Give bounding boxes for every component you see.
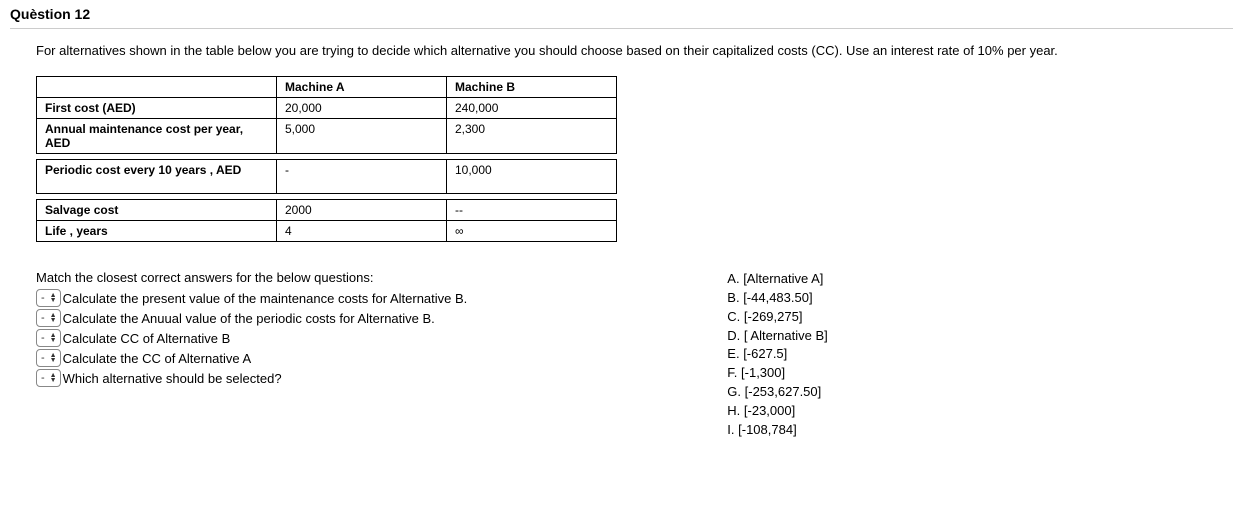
row-label: Annual maintenance cost per year, AED	[37, 119, 277, 154]
cell: 2,300	[447, 119, 617, 154]
answer-option: E. [-627.5]	[727, 345, 907, 364]
match-label: Which alternative should be selected?	[63, 371, 282, 386]
answer-option: B. [-44,483.50]	[727, 289, 907, 308]
match-label: Calculate the CC of Alternative A	[63, 351, 252, 366]
row-label: First cost (AED)	[37, 98, 277, 119]
match-selector[interactable]: - ▲▼	[36, 349, 61, 367]
cell: 240,000	[447, 98, 617, 119]
col-header-b: Machine B	[447, 77, 617, 98]
question-body: For alternatives shown in the table belo…	[10, 43, 1233, 440]
question-header: Quèstion 12	[10, 6, 1233, 29]
answer-option: D. [ Alternative B]	[727, 327, 907, 346]
selector-value: -	[40, 352, 47, 364]
match-row: - ▲▼ Which alternative should be selecte…	[36, 369, 467, 387]
selector-value: -	[40, 292, 47, 304]
cell: 4	[277, 221, 447, 242]
stepper-icon: ▲▼	[50, 293, 57, 303]
col-header-a: Machine A	[277, 77, 447, 98]
cell: 2000	[277, 200, 447, 221]
stepper-icon: ▲▼	[50, 353, 57, 363]
table-corner	[37, 77, 277, 98]
match-left: Match the closest correct answers for th…	[36, 270, 467, 440]
match-intro: Match the closest correct answers for th…	[36, 270, 467, 285]
selector-value: -	[40, 312, 47, 324]
question-prompt: For alternatives shown in the table belo…	[36, 43, 1233, 58]
match-area: Match the closest correct answers for th…	[36, 270, 1233, 440]
data-table: Machine A Machine B First cost (AED) 20,…	[36, 76, 617, 242]
match-row: - ▲▼ Calculate the Anuual value of the p…	[36, 309, 467, 327]
match-row: - ▲▼ Calculate the CC of Alternative A	[36, 349, 467, 367]
answer-option: H. [-23,000]	[727, 402, 907, 421]
match-label: Calculate the present value of the maint…	[63, 291, 468, 306]
answer-option: I. [-108,784]	[727, 421, 907, 440]
row-label: Life , years	[37, 221, 277, 242]
match-selector[interactable]: - ▲▼	[36, 309, 61, 327]
answer-option: C. [-269,275]	[727, 308, 907, 327]
answer-list: A. [Alternative A] B. [-44,483.50] C. [-…	[727, 270, 907, 440]
cell: -	[277, 160, 447, 194]
cell: 5,000	[277, 119, 447, 154]
stepper-icon: ▲▼	[50, 373, 57, 383]
selector-value: -	[40, 372, 47, 384]
row-label: Periodic cost every 10 years , AED	[37, 160, 277, 194]
row-label: Salvage cost	[37, 200, 277, 221]
answer-option: G. [-253,627.50]	[727, 383, 907, 402]
stepper-icon: ▲▼	[50, 333, 57, 343]
match-row: - ▲▼ Calculate the present value of the …	[36, 289, 467, 307]
cell: 10,000	[447, 160, 617, 194]
match-selector[interactable]: - ▲▼	[36, 369, 61, 387]
cell: --	[447, 200, 617, 221]
match-label: Calculate CC of Alternative B	[63, 331, 231, 346]
selector-value: -	[40, 332, 47, 344]
match-selector[interactable]: - ▲▼	[36, 329, 61, 347]
answer-option: A. [Alternative A]	[727, 270, 907, 289]
match-selector[interactable]: - ▲▼	[36, 289, 61, 307]
cell: ∞	[447, 221, 617, 242]
match-label: Calculate the Anuual value of the period…	[63, 311, 435, 326]
answer-option: F. [-1,300]	[727, 364, 907, 383]
match-row: - ▲▼ Calculate CC of Alternative B	[36, 329, 467, 347]
stepper-icon: ▲▼	[50, 313, 57, 323]
cell: 20,000	[277, 98, 447, 119]
